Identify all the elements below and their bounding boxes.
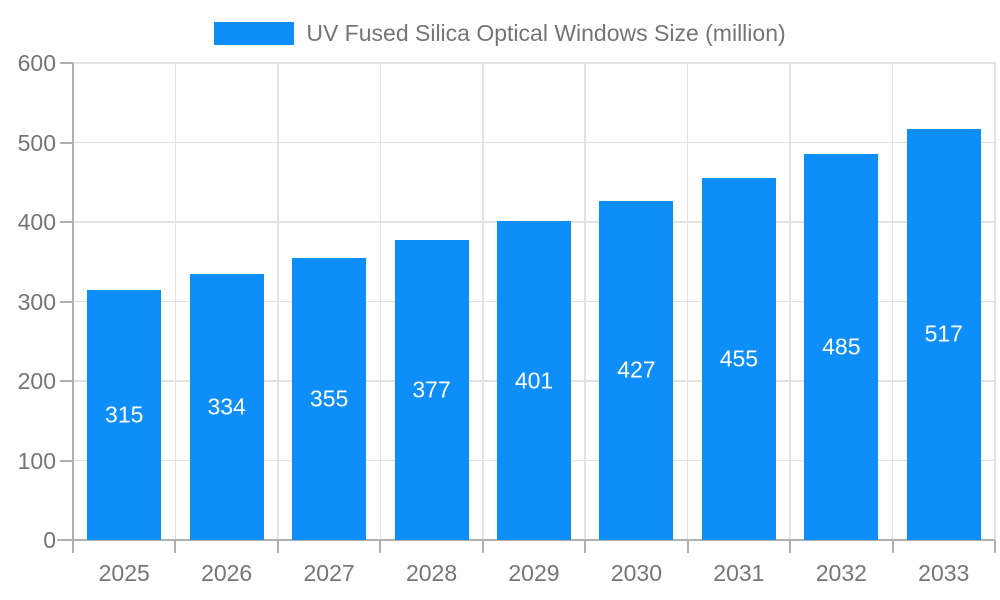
gridline-vertical	[482, 63, 484, 540]
gridline-vertical	[277, 63, 279, 540]
x-axis-label: 2028	[405, 560, 458, 586]
x-axis-tick	[891, 540, 894, 553]
x-axis-tick	[276, 540, 279, 553]
gridline-horizontal	[73, 62, 995, 64]
bar[interactable]: 427	[599, 200, 674, 540]
bar-value-label: 485	[822, 333, 861, 360]
bar-value-label: 427	[617, 356, 656, 383]
gridline-vertical	[789, 63, 791, 540]
x-axis-tick	[584, 540, 587, 553]
x-axis-line	[57, 539, 995, 541]
x-axis-label: 2026	[201, 560, 253, 586]
x-axis-tick	[686, 540, 689, 553]
bar-value-label: 315	[105, 401, 144, 428]
bar-value-label: 377	[412, 376, 451, 403]
y-axis-tick-label: 600	[17, 50, 56, 76]
gridline-vertical	[994, 63, 996, 540]
x-axis-label: 2027	[303, 560, 355, 586]
y-axis-tick	[60, 221, 73, 223]
y-axis-tick-label: 400	[17, 209, 56, 235]
x-axis-label: 2025	[98, 560, 150, 586]
y-axis-tick	[60, 300, 73, 303]
bar[interactable]: 455	[701, 178, 776, 540]
x-axis-tick	[994, 540, 996, 553]
bar-value-label: 355	[309, 385, 349, 412]
bar[interactable]: 517	[906, 128, 981, 540]
bar-value-label: 401	[514, 367, 554, 394]
y-axis-tick-label: 0	[43, 527, 56, 553]
gridline-vertical	[686, 63, 689, 540]
x-axis-tick	[789, 540, 792, 553]
y-axis-tick-label: 500	[17, 129, 56, 156]
gridline-vertical	[891, 63, 894, 540]
y-axis-tick	[60, 141, 73, 144]
x-axis-tick	[174, 540, 177, 553]
bar-value-label: 334	[207, 393, 246, 420]
y-axis-tick	[60, 380, 73, 382]
x-axis-label: 2031	[713, 560, 765, 586]
gridline-vertical	[379, 63, 382, 540]
x-axis-tick	[481, 540, 484, 553]
bar[interactable]: 485	[804, 154, 879, 540]
x-axis-label: 2032	[815, 560, 867, 586]
bar[interactable]: 334	[189, 274, 264, 540]
gridline-vertical	[584, 63, 586, 540]
y-axis-tick	[60, 459, 73, 462]
bar[interactable]: 377	[394, 240, 469, 540]
y-axis-tick-label: 100	[17, 447, 56, 474]
x-axis-label: 2030	[610, 560, 663, 586]
x-axis-tick	[379, 540, 382, 553]
bar[interactable]: 355	[292, 257, 367, 540]
bar[interactable]: 401	[497, 221, 571, 540]
legend[interactable]: UV Fused Silica Optical Windows Size (mi…	[0, 20, 1000, 46]
gridline-vertical	[174, 63, 177, 540]
bar[interactable]: 315	[87, 289, 162, 540]
gridline-horizontal	[73, 141, 995, 144]
bar-value-label: 517	[924, 320, 963, 347]
y-axis-tick-label: 200	[17, 368, 56, 394]
x-axis-label: 2029	[508, 560, 560, 586]
y-axis-tick	[60, 62, 73, 64]
legend-swatch	[214, 21, 295, 45]
bar-value-label: 455	[719, 345, 759, 372]
x-axis-label: 2033	[918, 560, 970, 586]
legend-label: UV Fused Silica Optical Windows Size (mi…	[306, 20, 786, 46]
y-axis-line	[72, 63, 74, 553]
y-axis-tick-label: 300	[17, 288, 56, 315]
